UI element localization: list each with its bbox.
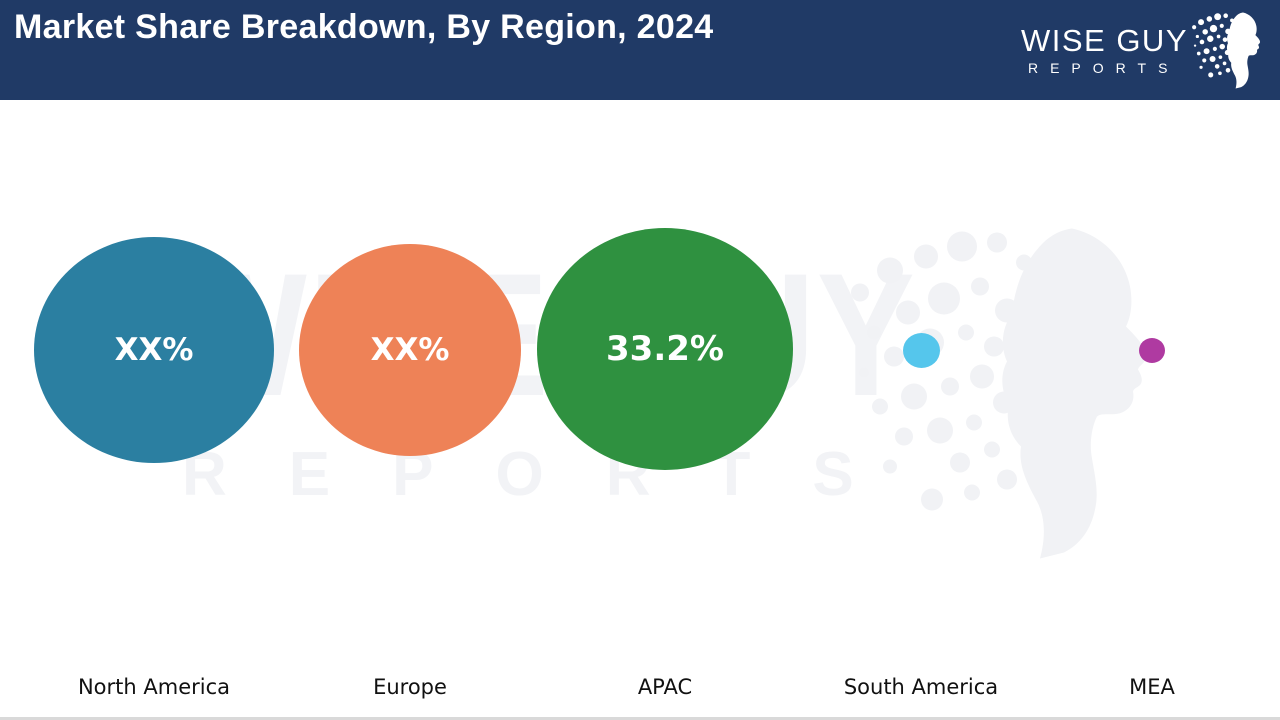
bubble-value: XX% <box>370 332 450 368</box>
category-label-south-america: South America <box>843 675 999 699</box>
wiseguy-head-icon <box>1190 6 1266 92</box>
bubble-apac: 33.2% <box>537 228 793 470</box>
watermark-head-icon <box>842 214 1172 560</box>
bubble-chart: WISE GUY REPORTS XX% XX% 33.2% North Ame… <box>0 100 1280 720</box>
page-title: Market Share Breakdown, By Region, 2024 <box>14 8 714 46</box>
logo-subtitle: REPORTS <box>1027 59 1180 76</box>
bubble-north-america: XX% <box>34 237 274 463</box>
bubble-europe: XX% <box>299 244 521 456</box>
wiseguy-logo: WISE GUY REPORTS <box>1021 6 1266 92</box>
category-label-europe: Europe <box>373 675 447 699</box>
wiseguy-logo-text: WISE GUY REPORTS <box>1021 23 1188 76</box>
category-label-mea: MEA <box>1129 675 1175 699</box>
bubble-south-america <box>902 332 940 368</box>
bubble-value: XX% <box>114 332 194 368</box>
category-label-north-america: North America <box>77 675 231 699</box>
header: Market Share Breakdown, By Region, 2024 … <box>0 0 1280 100</box>
bubble-value: 33.2% <box>606 329 724 369</box>
logo-wordmark: WISE GUY <box>1020 22 1188 58</box>
bubble-mea <box>1139 337 1165 363</box>
watermark-reports: REPORTS <box>182 440 916 509</box>
category-label-apac: APAC <box>637 675 693 699</box>
bottom-border <box>0 717 1280 720</box>
